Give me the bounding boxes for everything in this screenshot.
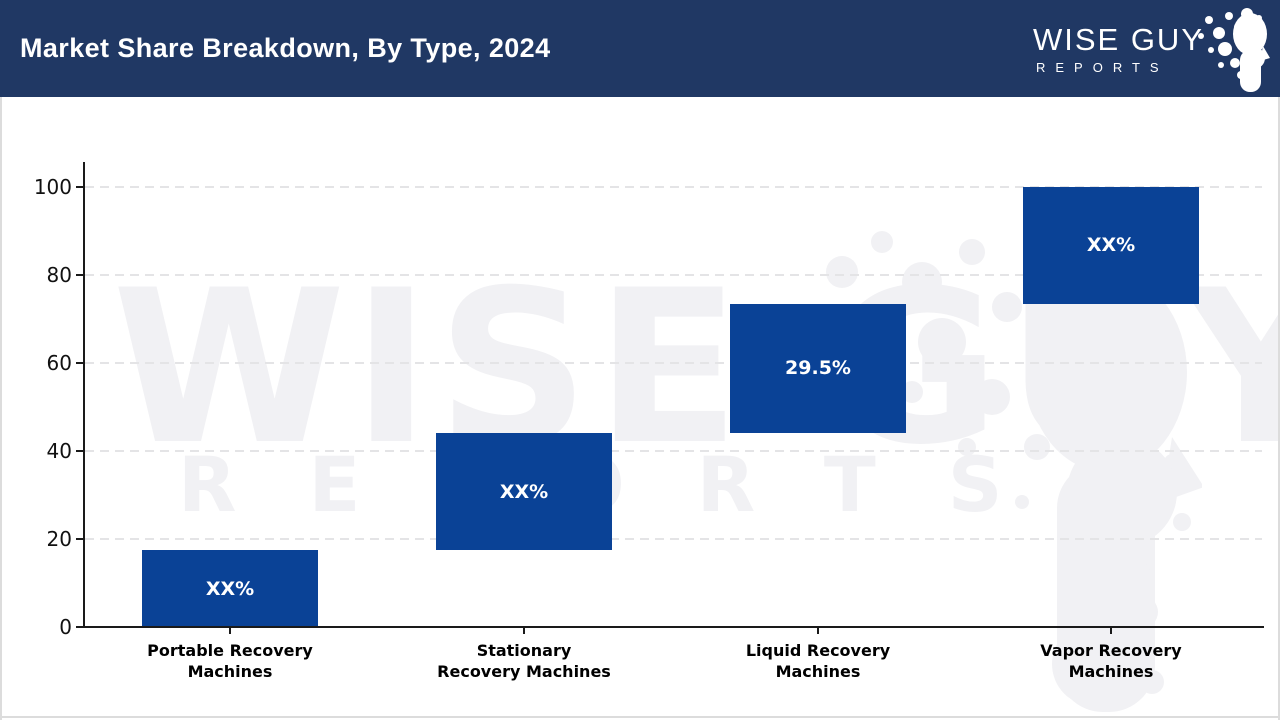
y-tick-60: [76, 362, 85, 364]
header-bar: Market Share Breakdown, By Type, 2024 WI…: [0, 0, 1280, 97]
gridline-100: [85, 186, 1262, 188]
x-category-label-liquid-recovery-machines: Liquid Recovery Machines: [745, 641, 891, 681]
y-tick-100: [76, 186, 85, 188]
page-border-bottom: [0, 716, 1280, 718]
gridline-80: [85, 274, 1262, 276]
page-border-left: [0, 97, 2, 720]
x-category-label-stationary-recovery-machines: Stationary Recovery Machines: [437, 641, 611, 681]
y-tick-0: [76, 626, 85, 628]
watermark-head-icon: [826, 231, 1202, 712]
x-category-label-vapor-recovery-machines: Vapor Recovery Machines: [1040, 641, 1182, 681]
x-tick-0: [229, 628, 231, 634]
gridline-20: [85, 538, 1262, 540]
bar-label-liquid-recovery-machines: 29.5%: [785, 357, 851, 380]
y-tick-label-100: 100: [33, 175, 72, 199]
logo-text: WISE GUY REPORTS: [1032, 22, 1204, 76]
x-axis: [83, 626, 1264, 628]
y-tick-20: [76, 538, 85, 540]
y-tick-40: [76, 450, 85, 452]
y-tick-label-40: 40: [46, 439, 72, 463]
y-tick-label-20: 20: [46, 527, 72, 551]
bar-portable-recovery-machines: XX%: [142, 550, 318, 627]
bar-stationary-recovery-machines: XX%: [436, 433, 612, 550]
bar-label-portable-recovery-machines: XX%: [205, 577, 255, 600]
logo-reports-text: REPORTS: [1035, 60, 1169, 75]
bar-label-stationary-recovery-machines: XX%: [499, 480, 549, 503]
x-tick-3: [1110, 628, 1112, 634]
page-border-right: [1278, 97, 1280, 720]
y-tick-label-80: 80: [46, 263, 72, 287]
x-category-label-portable-recovery-machines: Portable Recovery Machines: [147, 641, 313, 681]
bar-label-vapor-recovery-machines: XX%: [1086, 234, 1136, 257]
x-tick-2: [817, 628, 819, 634]
y-axis: [83, 162, 85, 627]
y-tick-label-60: 60: [46, 351, 72, 375]
bar-vapor-recovery-machines: XX%: [1023, 187, 1199, 304]
wise-guy-reports-logo: WISE GUY REPORTS: [1033, 6, 1270, 92]
y-tick-label-0: 0: [59, 615, 72, 639]
gridline-60: [85, 362, 1262, 364]
y-tick-80: [76, 274, 85, 276]
x-tick-1: [523, 628, 525, 634]
bar-liquid-recovery-machines: 29.5%: [730, 303, 906, 434]
logo-head-icon: [1198, 8, 1270, 92]
logo-wordmark: WISE GUY: [1032, 22, 1204, 57]
gridline-40: [85, 450, 1262, 452]
page-title: Market Share Breakdown, By Type, 2024: [20, 33, 551, 63]
